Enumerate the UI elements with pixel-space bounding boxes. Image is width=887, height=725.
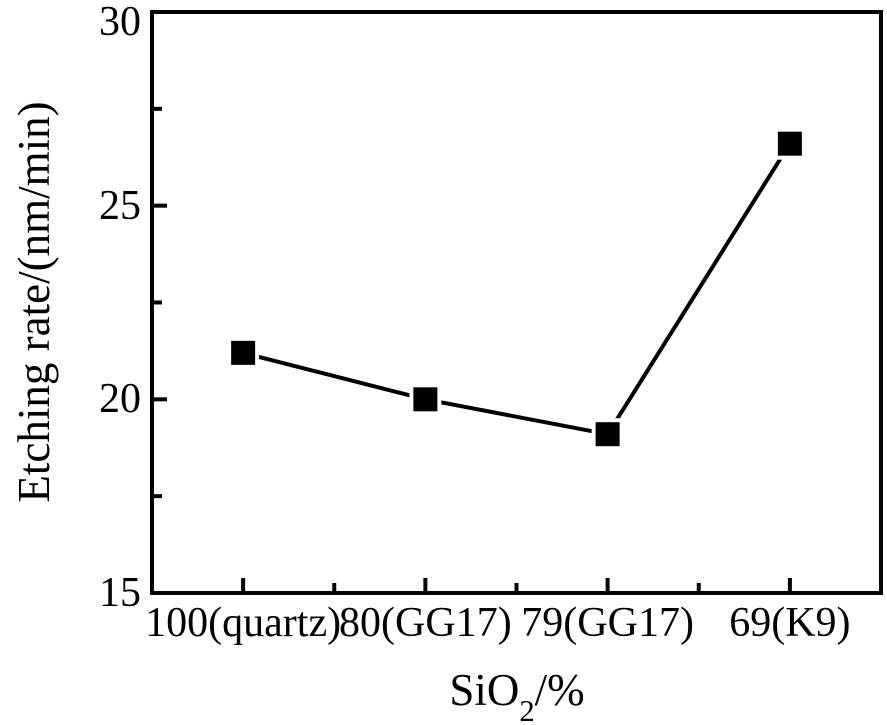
x-tick-label: 79(GG17) (521, 600, 694, 646)
x-tick-label: 100(quartz) (145, 600, 342, 646)
y-tick-label: 20 (99, 376, 141, 423)
y-axis-title: Etching rate/(nm/min) (9, 101, 59, 503)
x-tick-label: 80(GG17) (339, 600, 512, 646)
plot-area (152, 12, 881, 593)
axis-frame (150, 10, 883, 595)
x-axis-title-subscript: 2 (519, 693, 535, 725)
y-tick-label: 25 (99, 182, 141, 229)
data-point-marker (591, 418, 624, 451)
x-axis-title-suffix: /% (534, 665, 585, 715)
y-tick-label: 30 (99, 0, 141, 45)
series-line (242, 142, 792, 437)
y-tick-label: 15 (99, 570, 141, 616)
x-tick-label: 69(K9) (729, 600, 851, 646)
data-point-marker (227, 336, 260, 369)
x-axis-title-main: SiO (449, 665, 520, 715)
data-point-marker (409, 383, 442, 416)
x-axis-title: SiO2/% (449, 664, 585, 725)
data-point-marker (773, 127, 806, 160)
